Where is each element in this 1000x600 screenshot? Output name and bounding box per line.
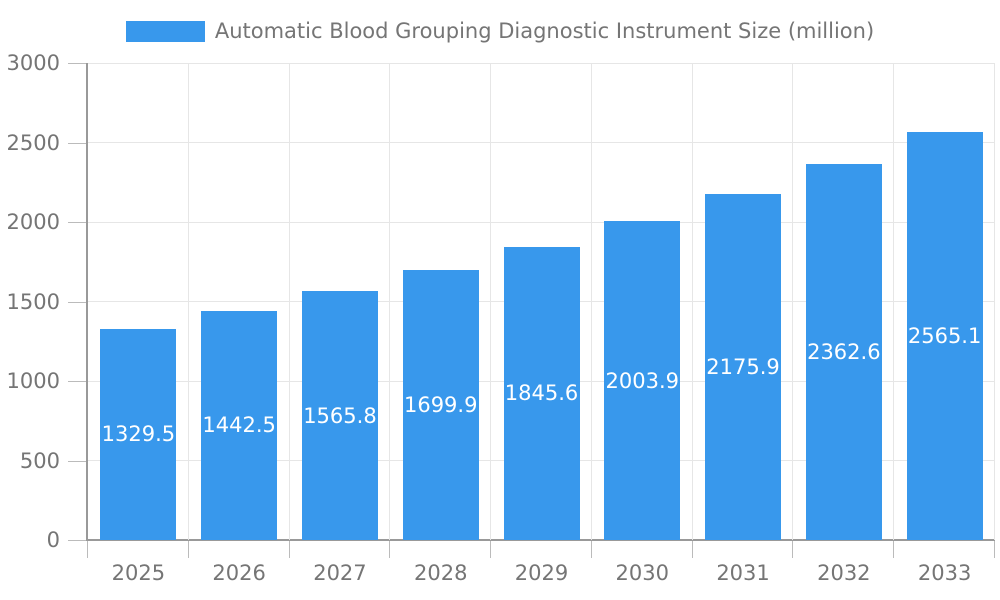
x-tick-mark	[490, 541, 492, 558]
y-tick-mark	[68, 540, 86, 541]
bar-value-label: 1699.9	[403, 392, 478, 417]
y-axis-label: 2000	[6, 210, 60, 234]
gridline-vertical	[792, 63, 794, 540]
y-tick-mark	[68, 63, 86, 64]
y-axis-label: 1500	[6, 289, 60, 314]
x-tick-mark	[389, 541, 391, 558]
bar-value-label: 2362.6	[807, 340, 881, 365]
gridline-vertical	[994, 63, 995, 540]
bar-2025[interactable]: 1329.5	[100, 328, 177, 540]
x-axis-label: 2026	[212, 561, 266, 585]
gridline-horizontal	[88, 63, 995, 64]
bar-value-label: 2565.1	[907, 324, 982, 349]
y-tick-mark	[68, 460, 86, 462]
x-tick-mark	[994, 541, 995, 558]
bar-value-label: 2175.9	[706, 355, 780, 380]
bar-2028[interactable]: 1699.9	[402, 269, 479, 540]
y-axis-label: 0	[46, 528, 60, 552]
x-axis-label: 2030	[615, 561, 669, 585]
bar-value-label: 2003.9	[605, 368, 680, 393]
legend: Automatic Blood Grouping Diagnostic Inst…	[0, 19, 1000, 43]
bar-2029[interactable]: 1845.6	[503, 246, 580, 540]
bar-2031[interactable]: 2175.9	[705, 194, 782, 540]
bar-value-label: 1442.5	[202, 413, 276, 438]
x-axis-label: 2031	[716, 561, 770, 585]
gridline-vertical	[389, 63, 391, 540]
bar-2030[interactable]: 2003.9	[604, 221, 681, 540]
gridline-horizontal	[88, 221, 995, 223]
bar-value-label: 1329.5	[101, 422, 176, 447]
bar-2027[interactable]: 1565.8	[301, 291, 378, 540]
y-axis-line	[86, 63, 88, 540]
x-axis-label: 2032	[817, 561, 871, 585]
x-tick-mark	[691, 541, 693, 558]
y-axis-label: 1000	[6, 369, 60, 393]
legend-swatch	[125, 20, 205, 42]
gridline-vertical	[893, 63, 895, 540]
plot-area: 1329.5 1442.5 1565.8 1699.9 1845.6 2003.9 2175…	[88, 63, 995, 540]
x-axis-label: 2029	[514, 561, 569, 585]
x-tick-mark	[792, 541, 794, 558]
x-tick-mark	[893, 541, 895, 558]
x-axis-label: 2027	[313, 561, 367, 585]
gridline-vertical	[490, 63, 492, 540]
legend-label: Automatic Blood Grouping Diagnostic Inst…	[214, 19, 875, 43]
x-axis-label: 2028	[413, 561, 468, 585]
gridline-horizontal	[88, 142, 995, 143]
legend-item[interactable]: Automatic Blood Grouping Diagnostic Inst…	[125, 19, 875, 43]
gridline-vertical	[691, 63, 693, 540]
y-axis-label: 2500	[6, 130, 60, 155]
x-axis-label: 2033	[917, 561, 972, 585]
gridline-vertical	[590, 63, 592, 540]
x-tick-mark	[87, 541, 88, 558]
y-axis-label: 3000	[6, 51, 60, 75]
y-tick-mark	[68, 301, 86, 303]
bar-value-label: 1565.8	[303, 403, 377, 428]
y-axis-label: 500	[19, 448, 60, 473]
bar-value-label: 1845.6	[504, 381, 579, 406]
bar-2032[interactable]: 2362.6	[805, 164, 882, 540]
bar-2026[interactable]: 1442.5	[201, 310, 278, 540]
gridline-vertical	[288, 63, 290, 540]
gridline-vertical	[187, 63, 189, 540]
bar-2033[interactable]: 2565.1	[906, 132, 983, 540]
x-axis-line	[86, 539, 995, 541]
y-tick-mark	[68, 142, 86, 144]
x-tick-mark	[288, 541, 290, 558]
x-axis-label: 2025	[111, 561, 166, 585]
y-tick-mark	[68, 222, 86, 223]
x-tick-mark	[187, 541, 189, 558]
y-tick-mark	[68, 381, 86, 382]
x-tick-mark	[590, 541, 592, 558]
